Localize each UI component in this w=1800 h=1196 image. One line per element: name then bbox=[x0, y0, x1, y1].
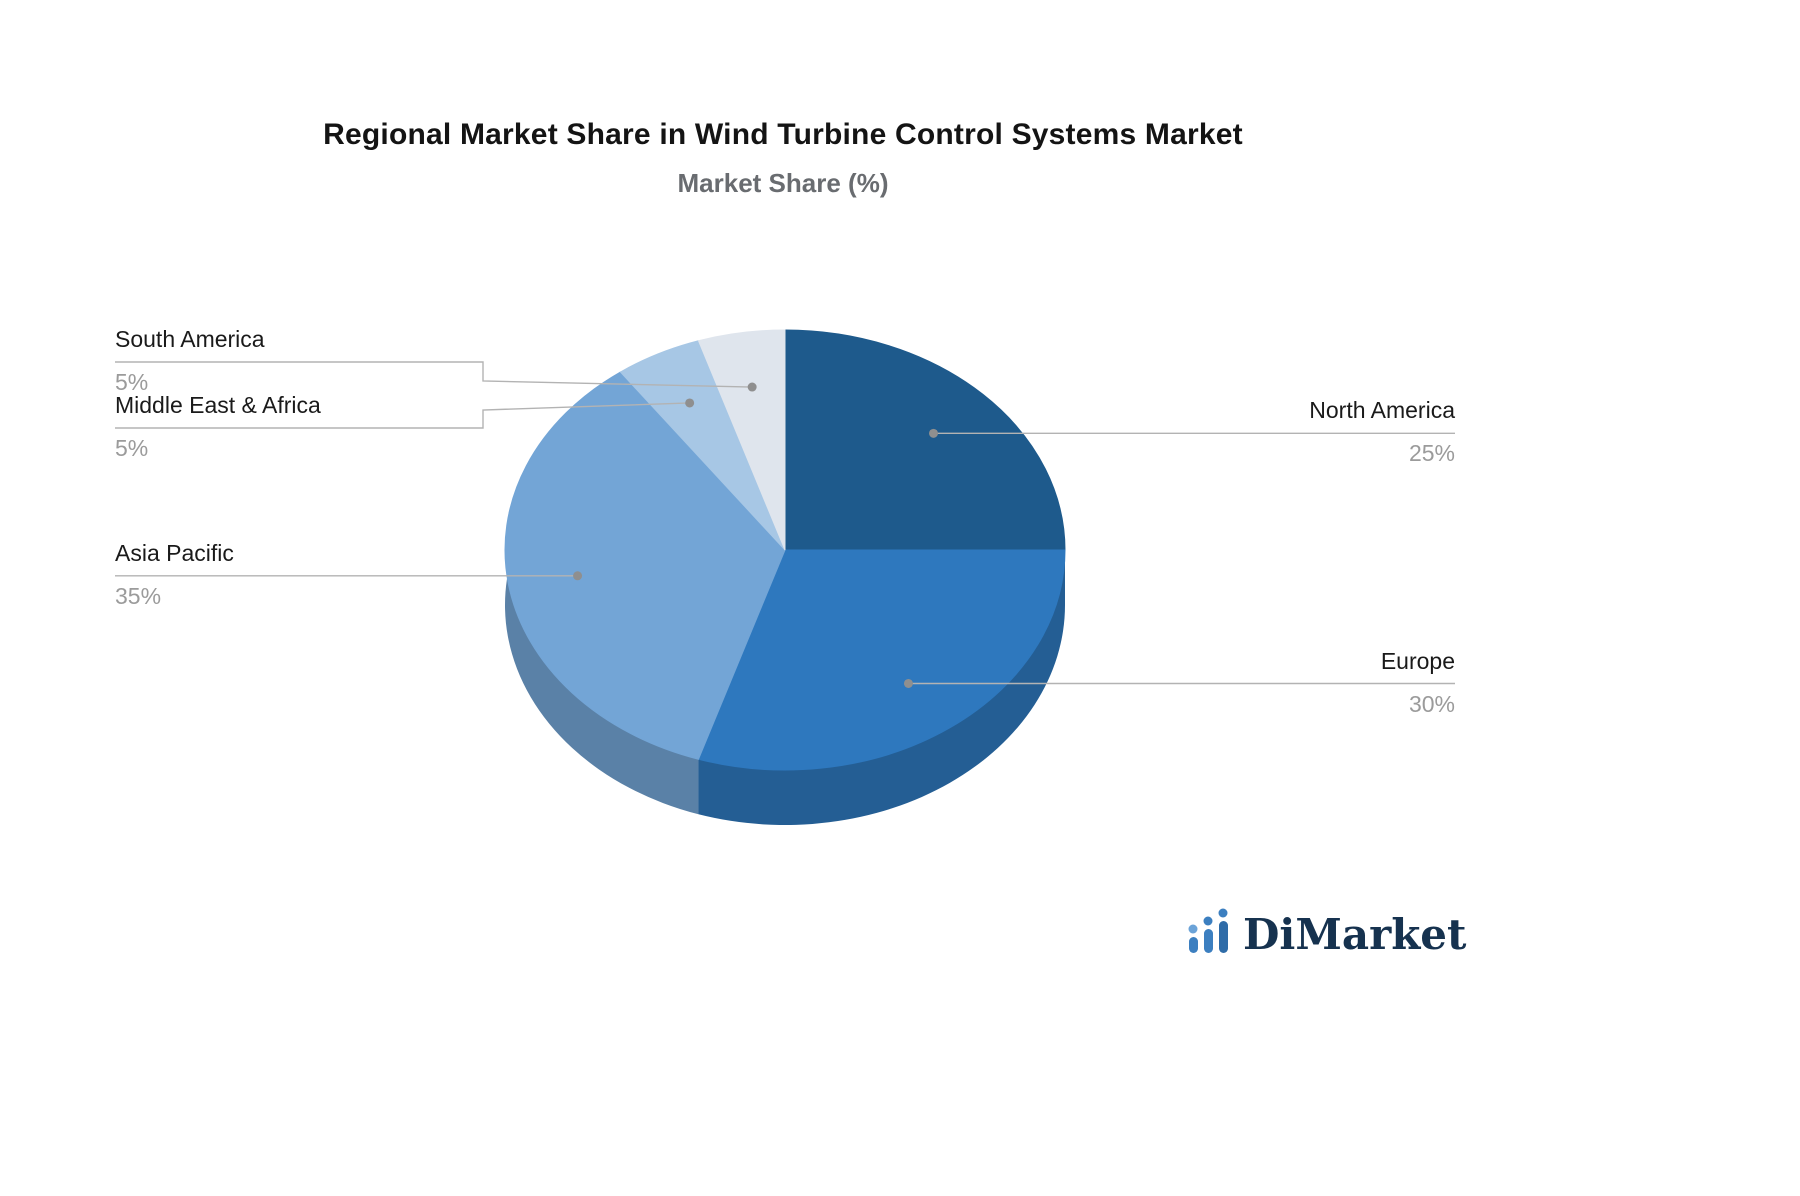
pie-slice-europe bbox=[697, 549, 1066, 771]
slice-label-middle-east-africa: Middle East & Africa 5% bbox=[115, 392, 321, 462]
pie-slice-south-america bbox=[697, 329, 786, 551]
pie-slice-side bbox=[698, 550, 1065, 825]
callout-dot bbox=[573, 571, 583, 581]
slice-label-north-america: North America 25% bbox=[1309, 397, 1455, 467]
bar-chart-icon bbox=[1188, 908, 1228, 953]
dimarket-logo: DiMarket bbox=[1185, 905, 1467, 960]
pie-slice-asia-pacific bbox=[504, 371, 786, 760]
slice-label-south-america: South America 5% bbox=[115, 326, 265, 396]
callout-dot bbox=[928, 428, 938, 438]
callout-dot bbox=[747, 382, 757, 392]
slice-label-name: Asia Pacific bbox=[115, 540, 234, 566]
pie-slice-side bbox=[505, 372, 699, 815]
slice-label-asia-pacific: Asia Pacific 35% bbox=[115, 540, 234, 610]
callout-line bbox=[115, 361, 753, 388]
chart-title: Regional Market Share in Wind Turbine Co… bbox=[323, 118, 1243, 151]
slice-label-value: 35% bbox=[115, 583, 162, 609]
dimarket-logo-text: DiMarket bbox=[1243, 910, 1467, 960]
slice-label-name: Europe bbox=[1380, 648, 1455, 674]
callout-dot bbox=[685, 398, 695, 408]
slice-label-name: South America bbox=[115, 326, 265, 352]
slice-label-name: Middle East & Africa bbox=[115, 392, 321, 418]
slice-label-name: North America bbox=[1309, 397, 1455, 423]
slice-label-value: 30% bbox=[1408, 691, 1455, 717]
pie-slice-north-america bbox=[784, 329, 1066, 551]
callout-line bbox=[115, 402, 690, 429]
callout-dot bbox=[903, 678, 913, 688]
slice-label-value: 5% bbox=[115, 369, 149, 395]
slice-label-value: 25% bbox=[1408, 440, 1455, 466]
slice-label-europe: Europe 30% bbox=[1381, 648, 1455, 718]
chart-subtitle: Market Share (%) bbox=[677, 168, 889, 198]
slice-label-value: 5% bbox=[115, 435, 149, 461]
